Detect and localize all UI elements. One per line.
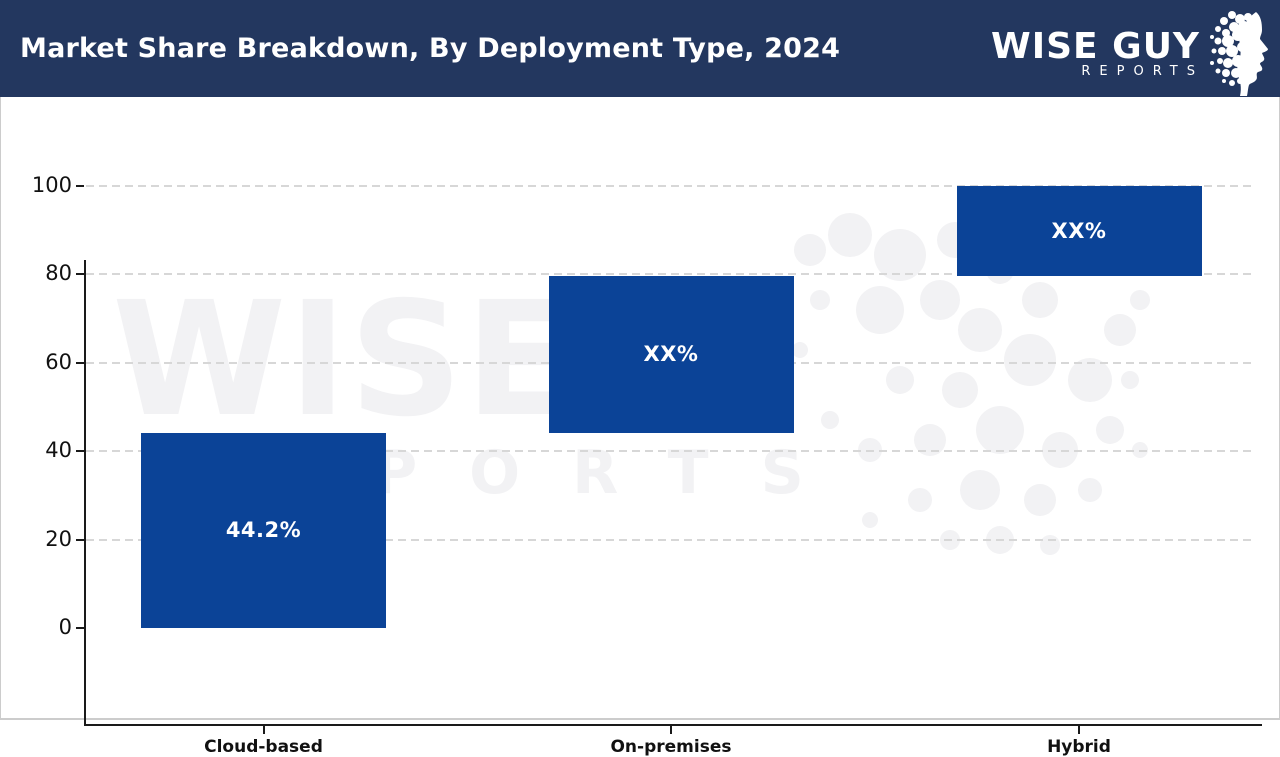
gridline [86, 185, 1256, 187]
x-tick-mark [1078, 726, 1080, 734]
gridline [86, 538, 1256, 541]
category-label-on-premises: On-premises [610, 737, 732, 757]
y-tick-label: 0 [58, 615, 72, 639]
logo-face-icon [1210, 11, 1268, 96]
bar-hybrid: XX% [956, 186, 1202, 276]
y-tick-label: 40 [45, 438, 72, 463]
brand-logo: WISE GUY REPORTS [991, 4, 1270, 96]
chart-plot-area: 0 20 40 60 80 100 44.2% XX% XX% Cloud-based O… [0, 97, 1280, 757]
y-tick-mark [76, 538, 84, 541]
y-tick-mark [76, 273, 84, 276]
chart-title: Market Share Breakdown, By Deployment Ty… [20, 33, 841, 64]
x-tick-mark [262, 726, 265, 734]
x-tick-mark [670, 726, 672, 734]
y-tick-mark [76, 361, 84, 364]
y-tick-label: 100 [31, 173, 72, 197]
gridline [86, 273, 1256, 276]
gridline [86, 450, 1256, 453]
y-tick-mark [76, 627, 84, 629]
y-tick-mark [76, 450, 84, 453]
category-label-cloud-based: Cloud-based [204, 737, 323, 757]
logo-subtitle: REPORTS [1081, 64, 1204, 79]
header-bar: Market Share Breakdown, By Deployment Ty… [0, 0, 1280, 97]
bar-on-premises: XX% [548, 276, 794, 433]
x-axis-line [84, 724, 1262, 726]
y-axis-line [84, 260, 86, 726]
y-tick-label: 80 [45, 261, 72, 286]
bar-value-label: XX% [643, 342, 699, 367]
bar-cloud-based: 44.2% [141, 432, 386, 628]
bar-value-label: 44.2% [225, 518, 302, 543]
y-tick-label: 20 [45, 526, 72, 551]
logo-wordmark: WISE GUY [990, 26, 1200, 67]
y-tick-mark [76, 185, 84, 187]
y-tick-label: 60 [45, 349, 72, 374]
bar-value-label: XX% [1051, 218, 1107, 243]
category-label-hybrid: Hybrid [1047, 737, 1111, 757]
